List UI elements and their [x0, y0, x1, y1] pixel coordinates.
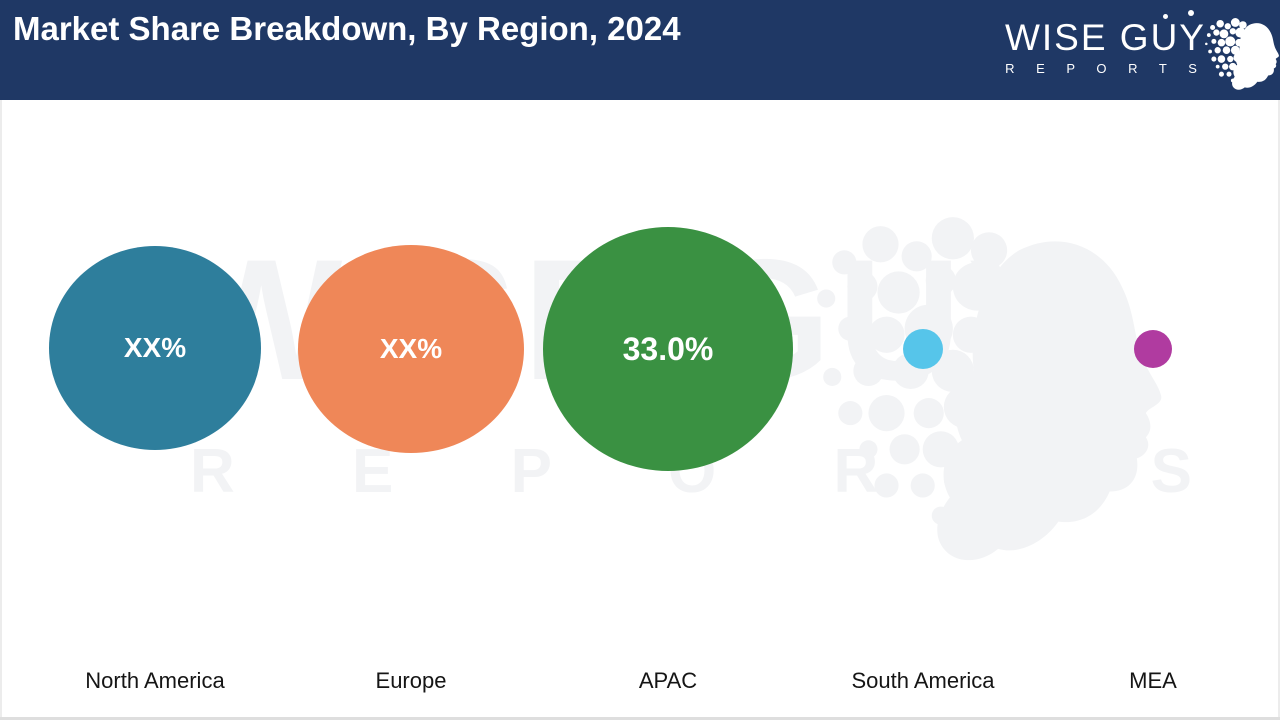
bubble-apac: 33.0% — [543, 227, 793, 471]
bubble-chart: WISE GUY R E P O R T S XX% XX% 33.0% Nor… — [0, 100, 1280, 720]
logo-accent-dot — [1188, 10, 1194, 16]
bottom-divider — [0, 717, 1280, 720]
wise-guy-logo: WISE GUY R E P O R T S — [1005, 6, 1279, 98]
bubble-value-label: XX% — [123, 332, 187, 363]
bubble-europe: XX% — [298, 245, 524, 453]
category-label-apac: APAC — [638, 668, 698, 693]
category-label-south-america: South America — [851, 668, 995, 693]
page-title: Market Share Breakdown, By Region, 2024 — [13, 10, 681, 47]
bubble-south-america — [903, 329, 943, 369]
category-label-europe: Europe — [375, 668, 447, 693]
bubble-value-label: XX% — [379, 333, 443, 364]
logo-subtitle: R E P O R T S — [1005, 61, 1206, 76]
bubble-value-label: 33.0% — [622, 330, 714, 367]
bubble-mea — [1134, 330, 1172, 368]
head-profile-icon — [1205, 18, 1279, 90]
bubble-north-america: XX% — [49, 246, 261, 450]
logo-accent-dot — [1163, 14, 1168, 19]
header-bar: Market Share Breakdown, By Region, 2024 … — [0, 0, 1280, 100]
logo-wordmark: WISE GUY — [1004, 17, 1206, 58]
logo-text: WISE GUY R E P O R T S — [1005, 18, 1206, 78]
category-label-mea: MEA — [1129, 668, 1177, 693]
watermark-head-profile-icon — [808, 217, 1162, 561]
category-label-north-america: North America — [85, 668, 225, 693]
